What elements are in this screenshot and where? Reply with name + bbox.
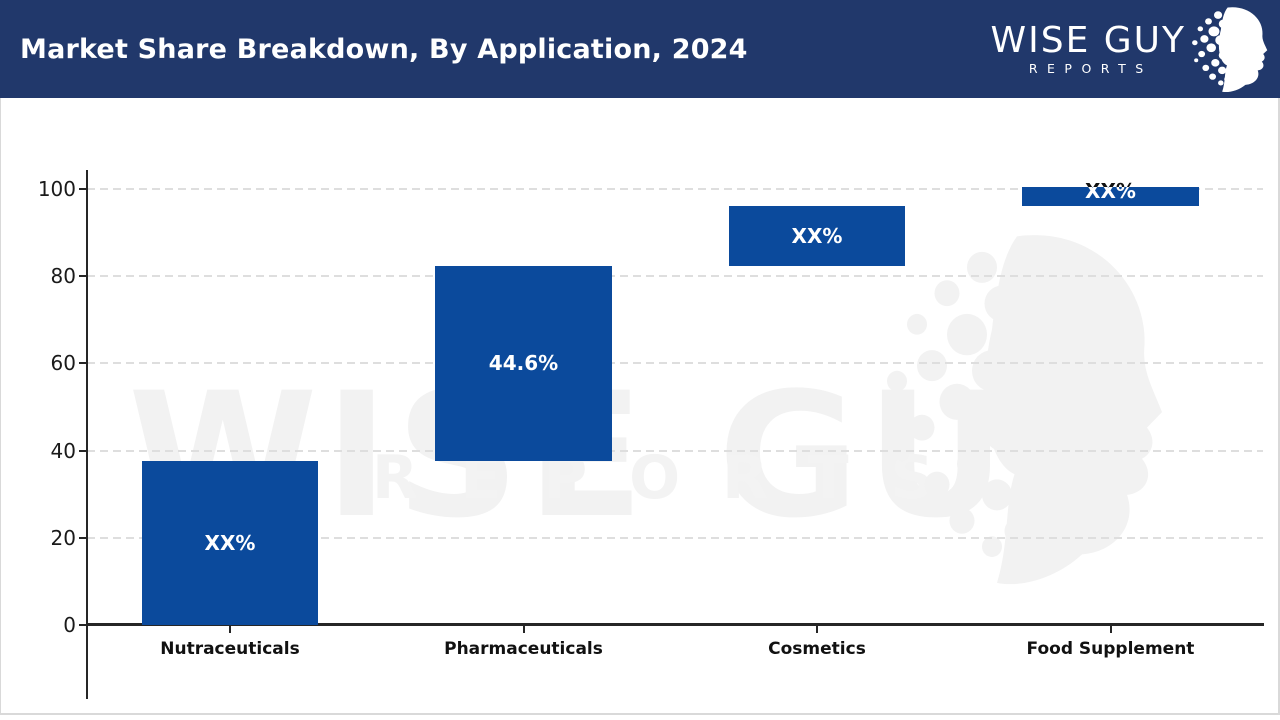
grid-line-60 [87, 362, 1263, 365]
y-tick-mark-80 [79, 275, 87, 278]
y-tick-mark-20 [79, 536, 87, 539]
bar-value-label: XX% [791, 223, 843, 248]
logo-subtitle: REPORTS [1028, 60, 1153, 76]
x-category-label-3: Food Supplement [1026, 639, 1195, 659]
bar-food-supplement: XX% [1022, 187, 1199, 206]
x-category-label-1: Pharmaceuticals [444, 639, 603, 659]
y-tick-mark-60 [79, 362, 87, 365]
y-tick-label-80: 80 [50, 264, 76, 289]
x-tick-mark-3 [1109, 626, 1112, 633]
bar-nutraceuticals: XX% [141, 460, 319, 625]
y-tick-label-0: 0 [63, 613, 76, 637]
bar-cosmetics: XX% [728, 205, 906, 267]
y-tick-mark-40 [79, 449, 87, 452]
x-tick-mark-1 [522, 626, 525, 633]
logo-text: WISE GUY REPORTS [991, 22, 1187, 76]
y-tick-mark-0 [79, 624, 87, 626]
logo-wordmark: WISE GUY [990, 20, 1186, 62]
right-border [1278, 98, 1280, 715]
y-tick-label-40: 40 [50, 438, 76, 463]
y-axis-line [86, 170, 88, 699]
page-title: Market Share Breakdown, By Application, … [20, 33, 748, 65]
watermark-face [887, 235, 1162, 585]
grid-line-20 [87, 536, 1263, 539]
y-tick-label-100: 100 [37, 177, 76, 201]
header-bar: Market Share Breakdown, By Application, … [0, 0, 1280, 98]
wiseguy-logo: WISE GUY REPORTS [991, 5, 1271, 93]
grid-line-40 [87, 449, 1263, 452]
left-border [0, 98, 1, 715]
bar-pharmaceuticals: 44.6% [435, 266, 612, 461]
grid-line-100 [87, 188, 1263, 190]
x-axis-line [86, 623, 1264, 626]
x-category-label-0: Nutraceuticals [160, 639, 300, 659]
bar-value-label: XX% [204, 530, 256, 555]
y-tick-label-60: 60 [50, 351, 76, 376]
x-category-label-2: Cosmetics [768, 639, 866, 659]
y-tick-label-20: 20 [50, 525, 76, 550]
y-tick-mark-100 [79, 188, 87, 190]
grid-line-80 [87, 275, 1263, 278]
bar-value-label: XX% [1085, 187, 1136, 204]
chart-area: WISE GUY REPORTS 0 20 40 60 80 100 Nutraceutic… [0, 98, 1280, 720]
bottom-border [0, 713, 1280, 715]
x-tick-mark-2 [816, 626, 818, 633]
x-tick-mark-0 [229, 626, 231, 633]
wiseguy-face-icon [1192, 7, 1268, 93]
bar-value-label: 44.6% [488, 351, 559, 376]
